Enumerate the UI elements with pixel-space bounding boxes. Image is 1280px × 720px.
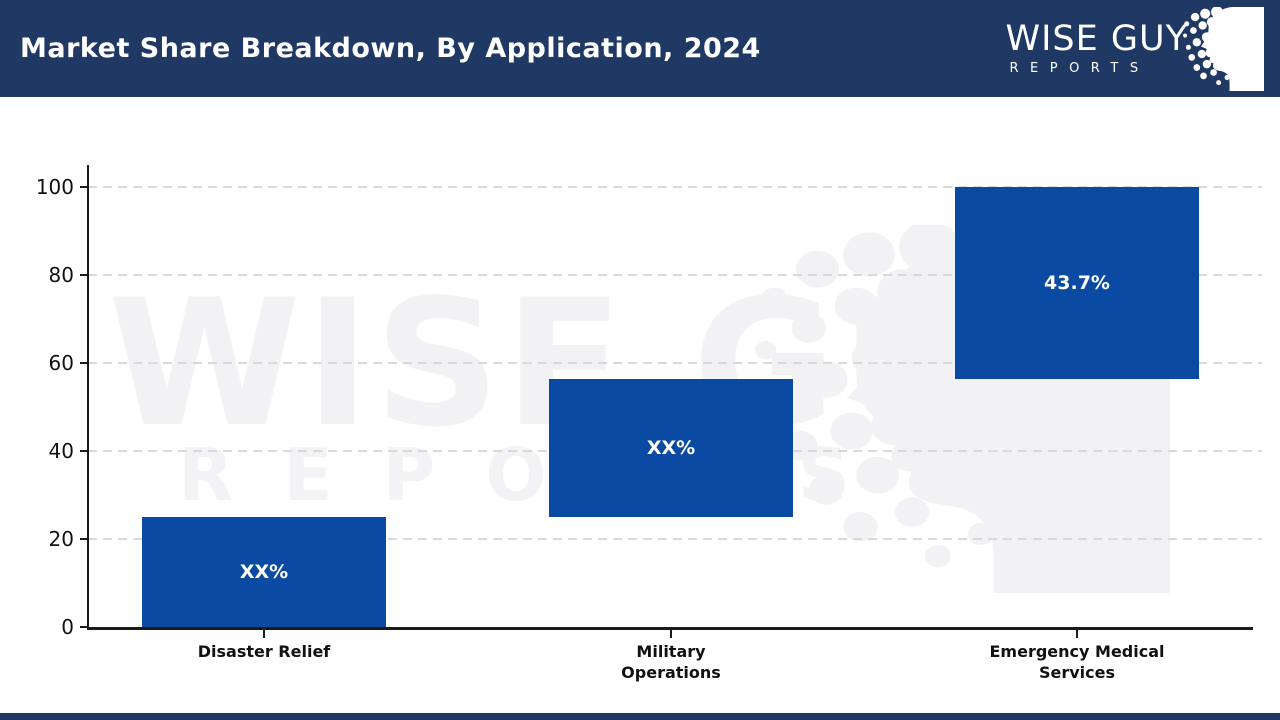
chart-area: WISE GUY REPORTS 0 20 40 60 80 100 XX% XX% 43.7…: [0, 97, 1280, 713]
y-tick-mark-60: [80, 362, 88, 364]
x-tick-mark-2: [670, 630, 672, 638]
y-tick-label-0: 0: [61, 615, 74, 639]
logo-name: WISE GUY: [1005, 18, 1188, 59]
y-axis-line: [87, 165, 89, 629]
x-category-label-line: Operations: [621, 662, 721, 682]
y-tick-mark-20: [80, 538, 88, 540]
wise-guy-reports-logo: WISE GUY REPORTS: [1005, 6, 1280, 91]
logo-subtitle: REPORTS: [1009, 60, 1150, 76]
header-banner: Market Share Breakdown, By Application, …: [0, 0, 1280, 97]
bar-value-label: 43.7%: [1044, 272, 1110, 295]
y-tick-mark-100: [80, 186, 88, 188]
x-tick-mark-3: [1076, 630, 1078, 638]
x-category-label-2: Military Operations: [511, 642, 831, 684]
x-category-label-line: Military: [636, 642, 706, 661]
x-category-label-line: Disaster Relief: [197, 642, 331, 661]
gridline-80: [88, 274, 1262, 276]
y-tick-label-60: 60: [48, 351, 74, 375]
dotted-head-profile-icon: [1182, 6, 1264, 91]
logo-text: WISE GUY REPORTS: [1005, 18, 1188, 76]
x-category-label-line: Emergency Medical: [989, 642, 1165, 661]
y-tick-mark-0: [80, 626, 88, 628]
bar-value-label: XX%: [239, 561, 289, 583]
page-title: Market Share Breakdown, By Application, …: [20, 33, 761, 64]
x-axis-line: [87, 627, 1253, 630]
gridline-20: [88, 538, 1262, 540]
bar-disaster-relief: XX%: [142, 517, 386, 627]
y-tick-label-20: 20: [48, 527, 74, 551]
y-tick-label-100: 100: [35, 175, 74, 199]
y-tick-label-80: 80: [48, 263, 74, 287]
bar-emergency-medical-services: 43.7%: [955, 187, 1199, 380]
y-tick-label-40: 40: [48, 439, 74, 463]
footer-accent-bar: [0, 713, 1280, 720]
bar-value-label: XX%: [646, 437, 696, 460]
gridline-100: [88, 186, 1262, 188]
gridline-60: [88, 362, 1262, 364]
y-tick-mark-80: [80, 274, 88, 276]
bar-military-operations: XX%: [549, 379, 793, 517]
x-category-label-3: Emergency Medical Services: [917, 642, 1237, 684]
x-category-label-1: Disaster Relief: [104, 642, 424, 663]
y-tick-mark-40: [80, 450, 88, 452]
x-tick-mark-1: [263, 630, 265, 638]
x-category-label-line: Services: [1038, 662, 1116, 682]
